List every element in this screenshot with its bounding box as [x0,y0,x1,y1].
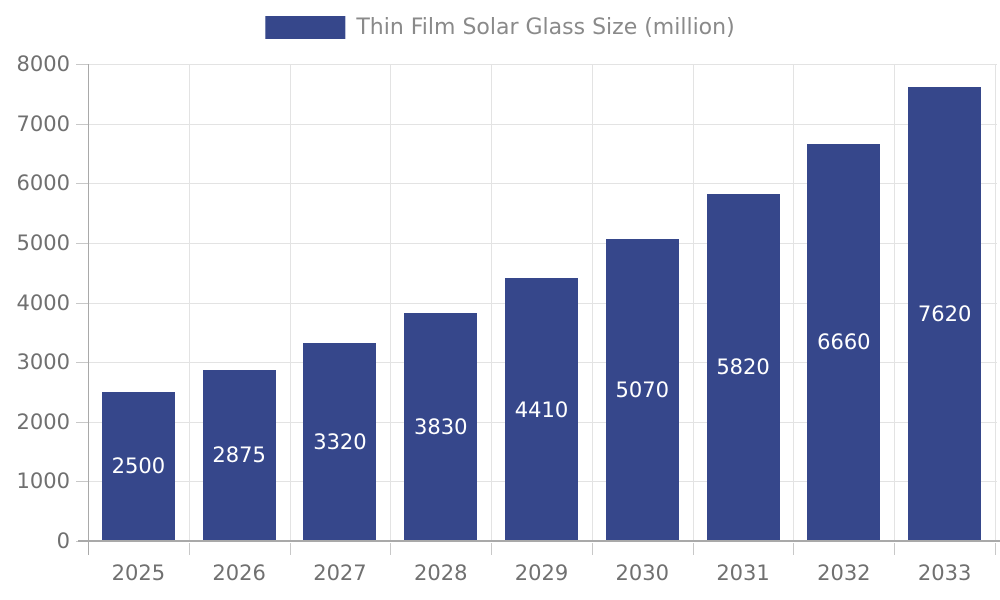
bar[interactable]: 2500 [101,391,175,541]
bar[interactable]: 6660 [807,143,881,541]
h-gridline [88,64,997,65]
bar[interactable]: 3320 [303,343,377,541]
y-tick-label: 2000 [16,409,70,434]
v-gridline [491,64,493,541]
x-axis-line [78,540,1000,542]
y-axis-tick [76,302,88,304]
h-gridline [88,183,997,185]
y-axis-line [88,64,89,555]
y-tick-label: 3000 [16,350,70,375]
legend-label: Thin Film Solar Glass Size (million) [356,15,735,40]
y-tick-label: 7000 [16,111,70,136]
y-tick-label: 1000 [16,469,70,494]
y-tick-label: 8000 [16,52,70,76]
y-axis-tick [76,421,88,423]
x-axis-tick [390,543,392,555]
x-tick-label: 2031 [716,561,770,585]
x-axis-tick [289,543,291,555]
v-gridline [188,64,190,541]
y-axis-tick [76,481,88,483]
y-tick-label: 5000 [16,230,70,255]
x-axis-tick [793,543,795,555]
bar-value-label: 3320 [313,430,367,454]
x-tick-label: 2032 [817,561,871,585]
y-tick-label: 6000 [16,171,70,196]
bar[interactable]: 5070 [605,238,679,541]
y-axis-tick [76,123,88,125]
x-tick-label: 2030 [615,561,669,585]
v-gridline [692,64,694,541]
x-tick-label: 2028 [413,561,468,585]
bar[interactable]: 4410 [505,278,578,541]
x-axis-tick [995,543,996,555]
v-gridline [894,64,896,541]
bar[interactable]: 2875 [202,369,276,541]
x-axis-tick [894,543,896,555]
v-gridline [390,64,392,541]
x-tick-label: 2025 [111,561,166,585]
bar-value-label: 4410 [514,397,569,422]
bar-value-label: 2500 [111,454,166,479]
x-tick-label: 2029 [514,561,569,585]
y-axis-tick [76,183,88,185]
y-tick-label: 0 [56,529,70,553]
bar-value-label: 5820 [716,355,770,380]
x-tick-label: 2033 [917,561,972,585]
bar-value-label: 5070 [615,377,669,402]
v-gridline [591,64,593,541]
y-axis-tick [76,64,88,65]
x-axis-tick [692,543,694,555]
bar-value-label: 2875 [212,443,266,468]
v-gridline [289,64,291,541]
x-tick-label: 2026 [212,561,266,585]
bar-value-label: 6660 [817,330,871,355]
bar[interactable]: 3830 [404,312,478,541]
h-gridline [88,123,997,125]
x-axis-tick [491,543,493,555]
v-gridline [793,64,795,541]
bar-value-label: 3830 [413,414,468,439]
x-tick-label: 2027 [313,561,367,585]
y-axis-tick [76,242,88,244]
y-axis-tick [76,362,88,364]
x-axis-tick [591,543,593,555]
h-gridline [88,242,997,244]
legend-swatch [265,16,346,39]
y-tick-label: 4000 [16,290,70,315]
v-gridline [995,64,996,541]
bar[interactable]: 5820 [706,193,780,541]
bar-value-label: 7620 [917,301,972,326]
x-axis-tick [188,543,190,555]
legend[interactable]: Thin Film Solar Glass Size (million) [265,15,735,40]
bar[interactable]: 7620 [908,86,982,541]
